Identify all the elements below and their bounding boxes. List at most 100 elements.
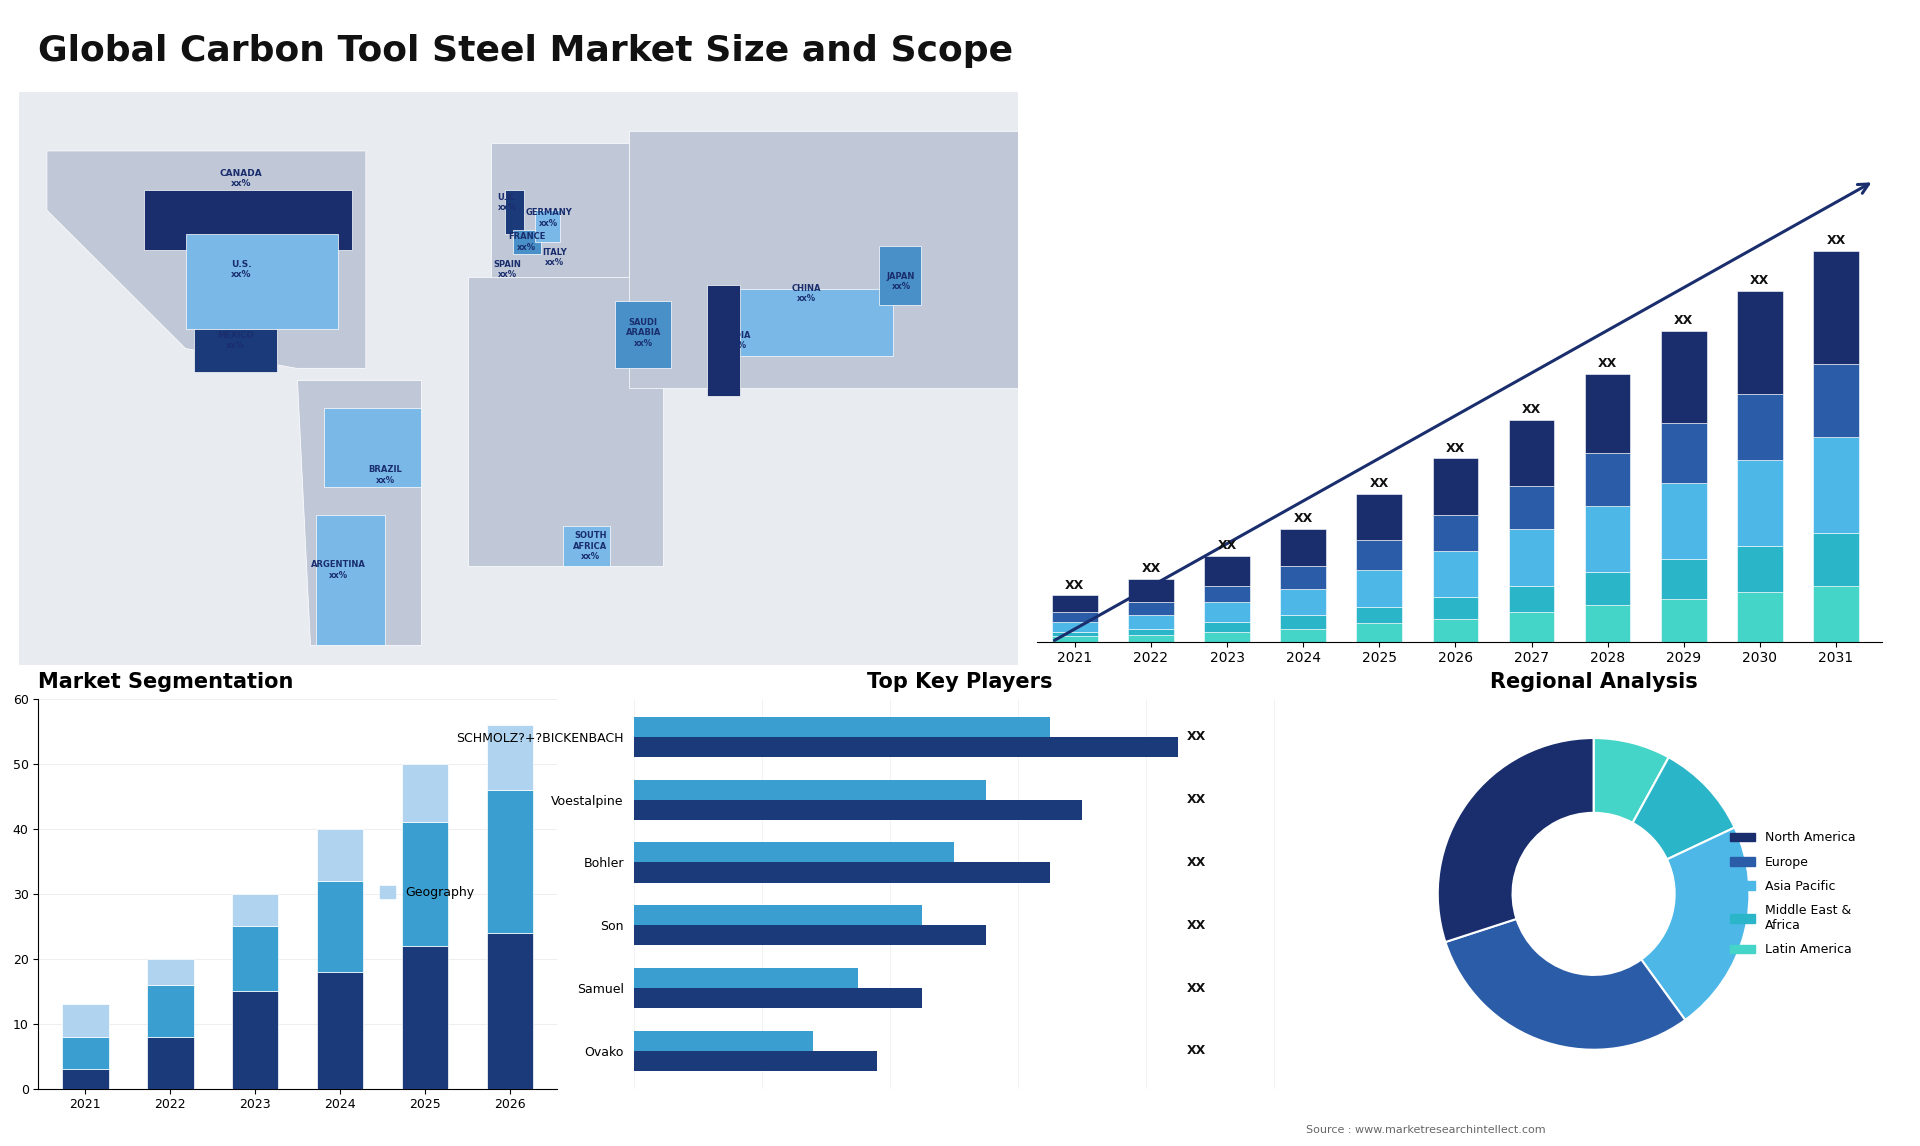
Bar [1738,545,1782,592]
Bar [634,863,1050,882]
Bar [1356,606,1402,623]
Text: MEXICO
xx%: MEXICO xx% [217,331,253,351]
Text: XX: XX [1187,730,1206,744]
Bar [1356,494,1402,541]
Bar [1052,612,1098,622]
Text: XX: XX [1597,356,1617,370]
Wedge shape [1438,738,1594,942]
Polygon shape [513,230,541,253]
Bar [634,800,1081,819]
Legend: Geography: Geography [374,880,480,904]
Bar [634,925,985,945]
Bar [146,959,194,984]
Bar [634,716,1050,737]
Text: XX: XX [1187,856,1206,869]
Bar [1432,619,1478,642]
Text: XX: XX [1523,403,1542,416]
Bar [1584,572,1630,605]
Bar [1356,541,1402,571]
Polygon shape [186,234,338,329]
Text: XX: XX [1294,512,1313,525]
Text: XX: XX [1187,793,1206,806]
Bar [1281,529,1327,566]
Text: XX: XX [1217,539,1236,552]
Bar [232,926,278,991]
Text: XX: XX [1826,235,1845,248]
Bar [1052,596,1098,612]
Text: Global Carbon Tool Steel Market Size and Scope: Global Carbon Tool Steel Market Size and… [38,34,1014,69]
Polygon shape [879,245,920,305]
Bar [317,829,363,881]
Text: JAPAN
xx%: JAPAN xx% [887,272,916,291]
Text: U.K.
xx%: U.K. xx% [497,193,516,212]
Text: XX: XX [1066,579,1085,591]
Polygon shape [707,285,741,397]
Polygon shape [194,329,276,372]
Text: GERMANY
xx%: GERMANY xx% [526,209,572,228]
Bar [1204,602,1250,622]
Bar [1356,623,1402,642]
Bar [1281,589,1327,615]
Bar [1738,291,1782,393]
Bar [1356,571,1402,606]
Bar [1584,374,1630,453]
Bar [1129,579,1173,602]
Bar [1052,636,1098,642]
Bar [1281,566,1327,589]
Bar [401,945,449,1089]
Bar [1509,586,1555,612]
Bar [1052,622,1098,631]
Text: XX: XX [1187,982,1206,995]
Polygon shape [1667,38,1770,110]
Text: INDIA
xx%: INDIA xx% [724,331,751,351]
Bar [1204,586,1250,602]
Polygon shape [630,131,1018,388]
Bar [1812,586,1859,642]
Bar [1129,628,1173,635]
Polygon shape [492,143,630,289]
Bar [1129,615,1173,628]
Text: CHINA
xx%: CHINA xx% [793,283,822,303]
Bar [1812,437,1859,533]
Text: MARKET: MARKET [1784,48,1830,58]
Polygon shape [46,151,367,368]
Bar [1509,612,1555,642]
Polygon shape [563,526,611,566]
Polygon shape [505,190,524,234]
Bar [1584,605,1630,642]
Bar [317,972,363,1089]
Bar [486,790,534,933]
Bar [232,991,278,1089]
Wedge shape [1632,758,1734,860]
Text: SAUDI
ARABIA
xx%: SAUDI ARABIA xx% [626,317,660,347]
Polygon shape [317,515,386,645]
Bar [61,1004,109,1037]
Bar [1661,482,1707,559]
Bar [634,968,858,988]
Title: Top Key Players: Top Key Players [868,672,1052,692]
Text: Market Segmentation: Market Segmentation [38,672,294,692]
Bar [634,779,985,800]
Bar [1432,458,1478,515]
Bar [1509,529,1555,586]
Bar [1661,559,1707,598]
Title: Regional Analysis: Regional Analysis [1490,672,1697,692]
Bar [1129,602,1173,615]
Bar [1509,486,1555,529]
Bar [61,1069,109,1089]
Bar [1661,423,1707,482]
Bar [1661,598,1707,642]
Bar [634,842,954,863]
Bar [146,1037,194,1089]
Polygon shape [324,408,420,487]
Bar [1661,331,1707,423]
Bar [317,881,363,972]
Polygon shape [296,380,420,645]
Bar [634,988,922,1008]
Wedge shape [1594,738,1668,823]
Bar [1509,421,1555,486]
Bar [1052,631,1098,636]
Wedge shape [1642,827,1749,1020]
Bar [1738,460,1782,545]
Text: FRANCE
xx%: FRANCE xx% [509,233,545,251]
